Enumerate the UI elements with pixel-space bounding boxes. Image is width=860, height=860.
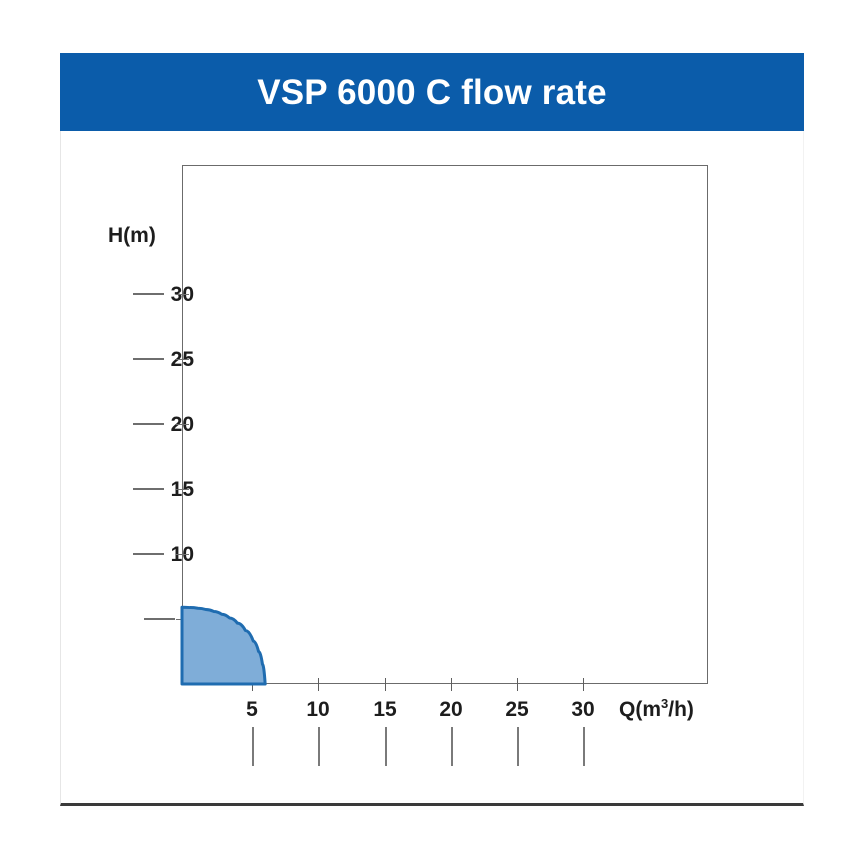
chart-title: VSP 6000 C flow rate (257, 72, 607, 112)
y-tick-leader-icon (132, 553, 164, 555)
x-tick-stem-20 (451, 727, 453, 766)
x-axis-notch-25 (517, 678, 518, 691)
y-tick-leader-icon (132, 293, 164, 295)
y-axis-notch-15 (176, 489, 189, 490)
x-axis-notch-30 (583, 678, 584, 691)
y-tick-leader-icon (132, 488, 164, 490)
chart-title-banner: VSP 6000 C flow rate (60, 53, 804, 131)
y-tick-leader-icon (144, 618, 176, 620)
y-axis-notch-30 (176, 294, 189, 295)
x-tick-label-25: 25 (505, 698, 529, 721)
y-tick-leader-icon (132, 423, 164, 425)
x-tick-label-10: 10 (306, 698, 330, 721)
x-tick-label-20: 20 (439, 698, 463, 721)
x-tick-stem-5 (252, 727, 254, 766)
x-axis-title-superscript: 3 (661, 696, 669, 711)
y-axis-notch-20 (176, 424, 189, 425)
y-tick-leader-icon (132, 358, 164, 360)
y-axis-notch-5 (176, 619, 189, 620)
x-tick-stem-15 (385, 727, 387, 766)
y-axis-notch-10 (176, 554, 189, 555)
y-axis-title: H(m) (108, 224, 156, 247)
x-tick-stem-10 (318, 727, 320, 766)
x-axis-notch-15 (385, 678, 386, 691)
x-tick-label-5: 5 (246, 698, 258, 721)
x-axis-title: Q(m3/h) (619, 696, 694, 722)
x-axis-title-base: Q(m (619, 698, 661, 721)
plot-area-frame (182, 165, 708, 684)
x-axis-notch-20 (451, 678, 452, 691)
x-tick-stem-30 (583, 727, 585, 766)
x-tick-stem-25 (517, 727, 519, 766)
y-axis-notch-25 (176, 359, 189, 360)
x-tick-label-30: 30 (571, 698, 595, 721)
x-axis-notch-10 (318, 678, 319, 691)
x-axis-title-tail: /h) (668, 698, 694, 721)
x-tick-label-15: 15 (373, 698, 397, 721)
x-axis-notch-5 (252, 678, 253, 691)
